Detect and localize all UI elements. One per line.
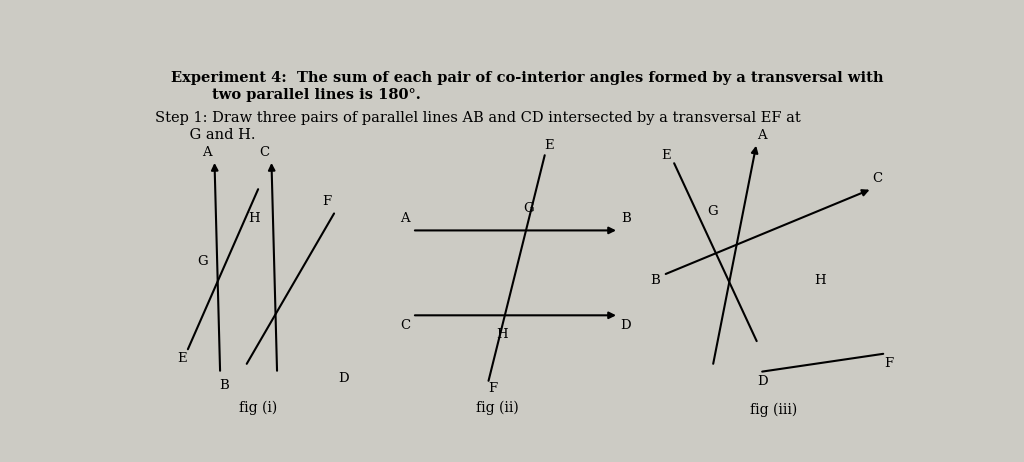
Text: F: F [322, 195, 331, 208]
Text: fig (ii): fig (ii) [476, 400, 519, 415]
Text: fig (i): fig (i) [239, 400, 278, 415]
Text: E: E [545, 139, 554, 152]
Text: C: C [400, 318, 411, 332]
Text: E: E [177, 353, 187, 365]
Text: C: C [872, 172, 883, 185]
Text: Step 1: Draw three pairs of parallel lines AB and CD intersected by a transversa: Step 1: Draw three pairs of parallel lin… [155, 111, 801, 125]
Text: E: E [662, 149, 671, 162]
Text: fig (iii): fig (iii) [750, 402, 797, 417]
Text: F: F [488, 382, 498, 395]
Text: Experiment 4:  The sum of each pair of co-interior angles formed by a transversa: Experiment 4: The sum of each pair of co… [171, 71, 883, 85]
Text: D: D [757, 375, 768, 388]
Text: G: G [523, 202, 535, 215]
Text: D: D [621, 318, 631, 332]
Text: B: B [650, 274, 659, 286]
Text: G: G [198, 255, 208, 268]
Text: A: A [400, 212, 411, 225]
Text: H: H [497, 328, 508, 341]
Text: two parallel lines is 180°.: two parallel lines is 180°. [171, 88, 421, 102]
Text: A: A [202, 146, 212, 159]
Text: G: G [708, 205, 718, 218]
Text: C: C [259, 146, 269, 159]
Text: H: H [249, 212, 260, 225]
Text: B: B [219, 379, 228, 392]
Text: D: D [338, 372, 349, 385]
Text: A: A [758, 129, 767, 142]
Text: F: F [884, 358, 893, 371]
Text: H: H [814, 274, 825, 286]
Text: B: B [621, 212, 631, 225]
Text: G and H.: G and H. [171, 128, 255, 142]
